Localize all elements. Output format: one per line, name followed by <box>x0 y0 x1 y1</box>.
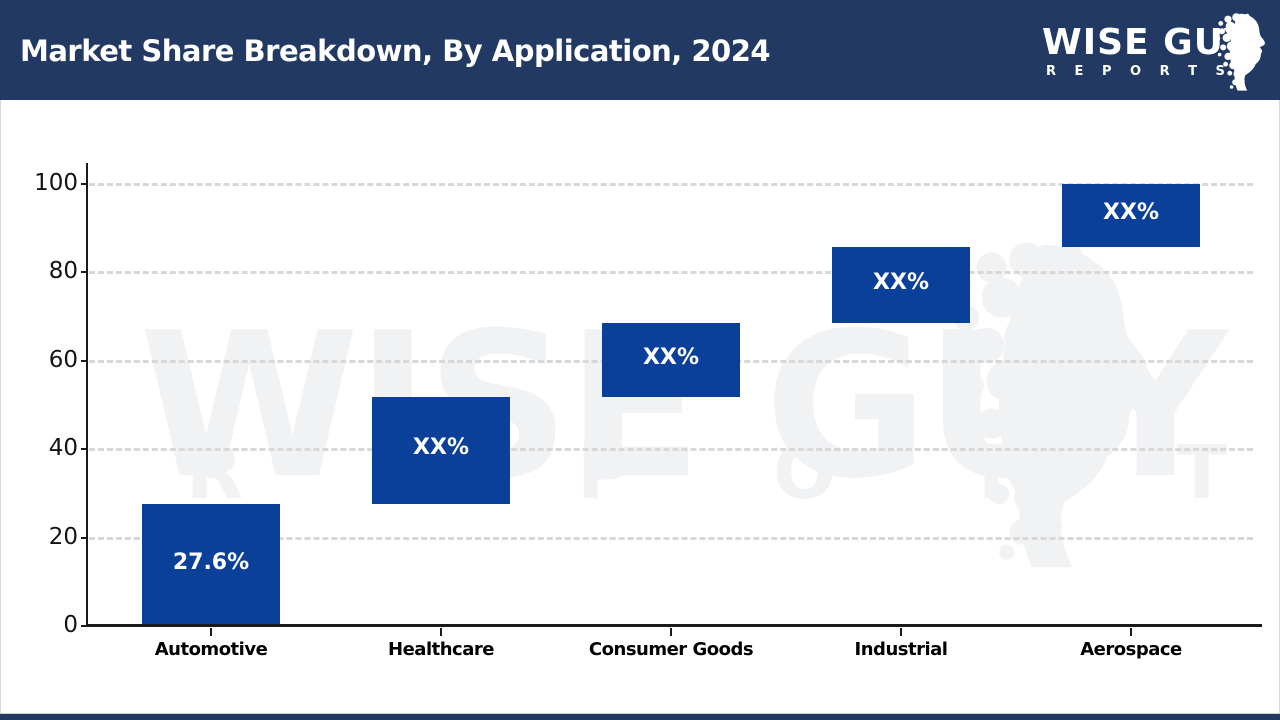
page-title: Market Share Breakdown, By Application, … <box>20 34 771 68</box>
gridline-y20 <box>89 536 1253 540</box>
y-tick-mark <box>81 448 87 451</box>
bar-value-label: XX% <box>413 435 469 461</box>
x-category-label: Automotive <box>154 639 268 660</box>
wise-guy-logo: WISE GUY R E P O R T S <box>1032 6 1272 96</box>
bar-value-label: XX% <box>873 269 929 295</box>
y-tick-mark <box>81 359 87 362</box>
watermark-face-icon <box>943 242 1147 568</box>
dotted-face-icon <box>1216 13 1265 91</box>
y-axis-line <box>86 163 88 627</box>
y-tick-mark <box>81 625 87 627</box>
y-tick-label: 80 <box>48 258 78 285</box>
y-tick-mark <box>81 536 87 539</box>
x-tick-mark <box>900 628 902 636</box>
x-category-label: Consumer Goods <box>588 639 754 660</box>
y-tick-mark <box>81 183 87 185</box>
x-category-label: Healthcare <box>388 639 494 660</box>
bar-value-label: XX% <box>643 344 699 370</box>
bar-segment-industrial <box>832 246 970 324</box>
y-tick-label: 20 <box>48 523 78 550</box>
y-tick-label: 60 <box>48 346 78 373</box>
x-tick-mark <box>670 628 672 636</box>
y-tick-label: 100 <box>34 170 78 196</box>
logo-brand-text: WISE GUY <box>1042 22 1252 63</box>
bar-value-label: XX% <box>1103 200 1159 226</box>
x-axis-line <box>86 624 1262 627</box>
x-tick-mark <box>210 628 212 636</box>
header-band: Market Share Breakdown, By Application, … <box>0 0 1280 100</box>
x-category-label: Aerospace <box>1080 639 1182 660</box>
x-tick-mark <box>440 628 442 636</box>
footer-band <box>0 713 1280 720</box>
bar-segment-aerospace <box>1062 184 1200 247</box>
bar-segment-automotive <box>142 504 280 626</box>
gridline-y40 <box>89 448 1253 452</box>
y-tick-label: 40 <box>48 435 78 462</box>
y-tick-mark <box>81 271 87 274</box>
bar-segment-consumer-goods <box>602 323 740 397</box>
bar-value-label: 27.6% <box>172 550 250 575</box>
logo-sub-text: R E P O R T S <box>1046 64 1232 79</box>
bar-segment-healthcare <box>372 396 510 504</box>
gridline-y100 <box>89 183 1253 186</box>
x-tick-mark <box>1130 628 1132 636</box>
y-tick-label: 0 <box>63 612 78 638</box>
x-category-label: Industrial <box>854 639 948 660</box>
gridline-y80 <box>89 271 1253 275</box>
